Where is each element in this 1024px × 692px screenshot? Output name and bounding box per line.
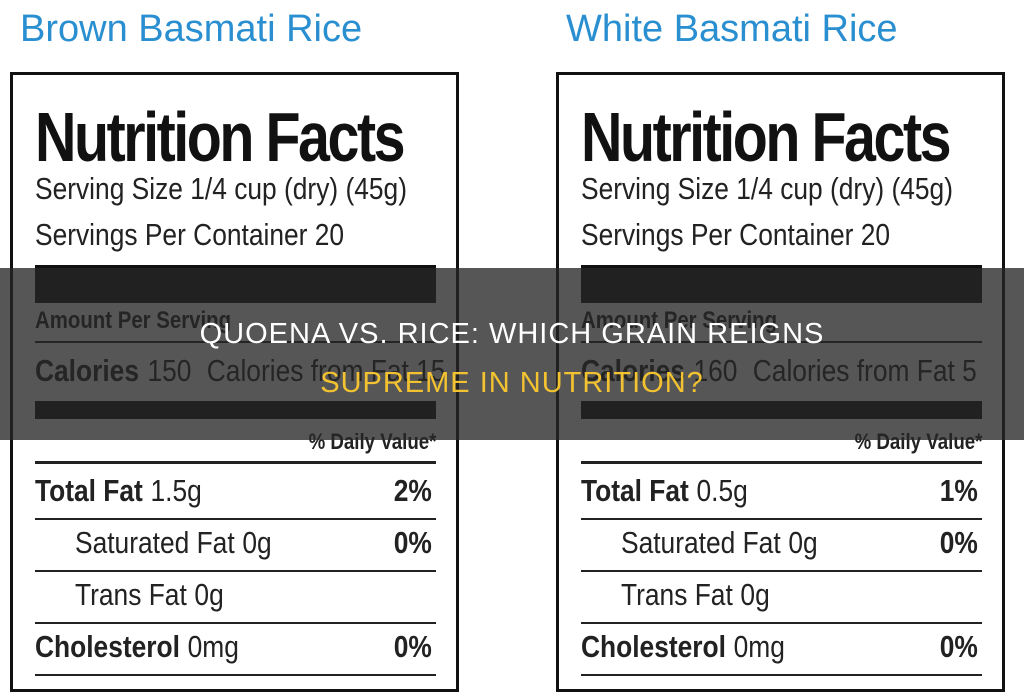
servings-per-container: Servings Per Container 20 [35, 217, 345, 252]
banner-title: QUOENA VS. RICE: WHICH GRAIN REIGNS [199, 318, 825, 350]
nutrient-amount: 0mg [187, 629, 239, 664]
serving-size: Serving Size 1/4 cup (dry) (45g) [35, 171, 407, 206]
nutrient-row: Total Fat 1.5g [35, 473, 202, 509]
nutrient-row: Saturated Fat 0g [621, 525, 818, 561]
rule [581, 518, 982, 520]
daily-value: 0% [393, 629, 432, 664]
nutrient-name: Trans Fat [621, 577, 733, 612]
label-heading: Brown Basmati Rice [20, 8, 363, 50]
nutrient-amount: 0mg [733, 629, 785, 664]
rule [581, 674, 982, 676]
banner-title: SUPREME IN NUTRITION? [320, 367, 704, 399]
rule [35, 622, 436, 624]
nutrient-amount: 0.5g [696, 473, 748, 508]
daily-value: 2% [393, 473, 432, 508]
daily-value: 0% [939, 629, 978, 664]
nutrient-name: Trans Fat [75, 577, 187, 612]
servings-per-container: Servings Per Container 20 [581, 217, 891, 252]
nutrient-amount: 0g [242, 525, 272, 560]
rule [581, 570, 982, 572]
rule [35, 570, 436, 572]
nutrient-row: Saturated Fat 0g [75, 525, 272, 561]
nutrient-row: Trans Fat 0g [75, 577, 224, 613]
serving-size: Serving Size 1/4 cup (dry) (45g) [581, 171, 953, 206]
label-heading: White Basmati Rice [566, 8, 898, 50]
nutrient-name: Saturated Fat [621, 525, 781, 560]
nutrient-row: Total Fat 0.5g [581, 473, 748, 509]
nutrient-row: Cholesterol 0mg [35, 629, 239, 665]
nutrient-amount: 0g [194, 577, 224, 612]
nutrient-amount: 0g [740, 577, 770, 612]
rule [581, 622, 982, 624]
nutrient-amount: 0g [788, 525, 818, 560]
nutrient-row: Trans Fat 0g [621, 577, 770, 613]
daily-value: 0% [939, 525, 978, 560]
nutrient-name: Total Fat [581, 473, 689, 508]
nutrient-name: Saturated Fat [75, 525, 235, 560]
nutrient-amount: 1.5g [150, 473, 202, 508]
title-banner: QUOENA VS. RICE: WHICH GRAIN REIGNS SUPR… [0, 268, 1024, 440]
rule [35, 518, 436, 520]
nutrient-name: Total Fat [35, 473, 143, 508]
daily-value: 1% [939, 473, 978, 508]
nutrient-name: Cholesterol [35, 629, 180, 664]
label-title: Nutrition Facts [581, 98, 952, 176]
nutrient-row: Cholesterol 0mg [581, 629, 785, 665]
rule [35, 674, 436, 676]
rule [35, 461, 436, 464]
daily-value: 0% [393, 525, 432, 560]
label-title: Nutrition Facts [35, 98, 406, 176]
nutrient-name: Cholesterol [581, 629, 726, 664]
rule [581, 461, 982, 464]
